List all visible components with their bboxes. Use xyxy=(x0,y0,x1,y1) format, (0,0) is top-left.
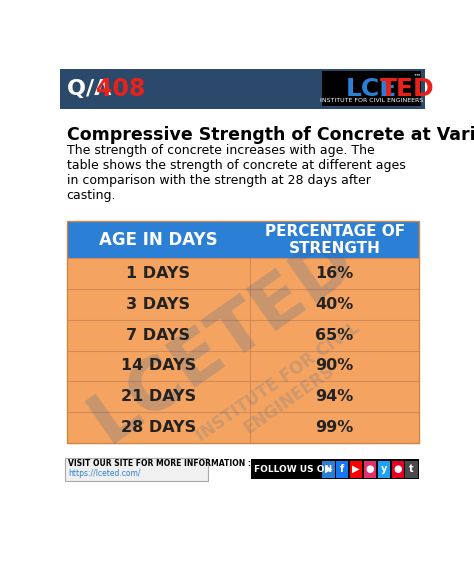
Text: 40%: 40% xyxy=(316,297,354,312)
Text: https://lceted.com/: https://lceted.com/ xyxy=(68,469,141,477)
Text: 14 DAYS: 14 DAYS xyxy=(121,359,196,374)
Text: 408: 408 xyxy=(96,77,145,101)
Bar xyxy=(350,461,362,478)
Text: 28 DAYS: 28 DAYS xyxy=(121,420,196,435)
Bar xyxy=(66,382,250,412)
Bar xyxy=(392,461,404,478)
Bar xyxy=(322,71,421,107)
Text: 16%: 16% xyxy=(316,266,354,281)
Text: y: y xyxy=(381,464,387,474)
Bar xyxy=(250,289,419,320)
Bar xyxy=(250,351,419,382)
Bar xyxy=(336,461,348,478)
Text: 65%: 65% xyxy=(316,328,354,343)
Text: ▶: ▶ xyxy=(352,464,360,474)
Text: 99%: 99% xyxy=(316,420,354,435)
Text: 94%: 94% xyxy=(316,389,354,405)
Bar xyxy=(66,320,250,351)
Text: The strength of concrete increases with age. The
table shows the strength of con: The strength of concrete increases with … xyxy=(66,144,405,202)
Bar xyxy=(66,412,250,443)
Bar xyxy=(66,289,250,320)
Bar xyxy=(250,412,419,443)
Bar xyxy=(250,320,419,351)
Bar xyxy=(251,459,419,479)
Bar xyxy=(322,461,335,478)
Text: TED: TED xyxy=(380,77,435,101)
Text: f: f xyxy=(340,464,345,474)
Text: 90%: 90% xyxy=(316,359,354,374)
Bar xyxy=(364,461,376,478)
Text: VISIT OUR SITE FOR MORE INFORMATION :: VISIT OUR SITE FOR MORE INFORMATION : xyxy=(68,460,251,468)
Text: INSTITUTE FOR CIVIL
ENGINEERS: INSTITUTE FOR CIVIL ENGINEERS xyxy=(193,319,375,462)
Text: 7 DAYS: 7 DAYS xyxy=(126,328,190,343)
Bar xyxy=(250,221,419,258)
Bar xyxy=(66,351,250,382)
Text: 1 DAYS: 1 DAYS xyxy=(126,266,190,281)
Bar xyxy=(405,461,418,478)
Text: Q/A: Q/A xyxy=(66,79,118,99)
Text: t: t xyxy=(409,464,414,474)
Bar xyxy=(66,258,250,289)
Text: ▶: ▶ xyxy=(325,464,332,474)
Text: AGE IN DAYS: AGE IN DAYS xyxy=(99,231,218,249)
Text: LCETED: LCETED xyxy=(77,224,368,457)
Text: LCE: LCE xyxy=(346,77,397,101)
Bar xyxy=(250,258,419,289)
Bar xyxy=(66,221,419,443)
Text: ●: ● xyxy=(366,464,374,474)
Text: INSTITUTE FOR CIVIL ENGINEERS: INSTITUTE FOR CIVIL ENGINEERS xyxy=(320,98,423,103)
Bar xyxy=(66,221,250,258)
Text: Compressive Strength of Concrete at Various Ages: Compressive Strength of Concrete at Vari… xyxy=(66,125,474,144)
Text: 3 DAYS: 3 DAYS xyxy=(126,297,190,312)
Bar xyxy=(378,461,390,478)
Text: ●: ● xyxy=(393,464,402,474)
Text: 21 DAYS: 21 DAYS xyxy=(121,389,196,405)
Text: ™: ™ xyxy=(413,73,421,82)
Text: FOLLOW US ON: FOLLOW US ON xyxy=(255,465,333,474)
Text: PERCENTAGE OF
STRENGTH: PERCENTAGE OF STRENGTH xyxy=(264,223,405,256)
Bar xyxy=(61,69,425,109)
FancyBboxPatch shape xyxy=(65,458,208,481)
Bar xyxy=(250,382,419,412)
